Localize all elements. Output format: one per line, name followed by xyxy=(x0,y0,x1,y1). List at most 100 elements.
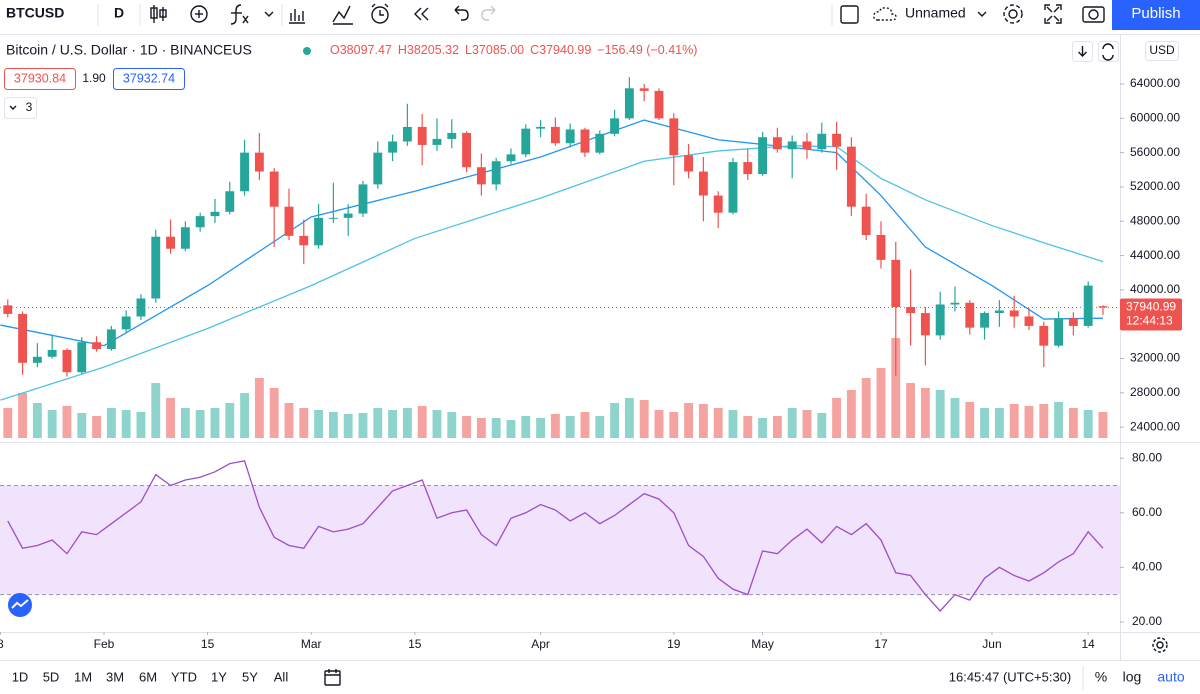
candle-body xyxy=(240,152,250,192)
ask[interactable]: 37932.74 xyxy=(123,71,175,85)
volume-bar xyxy=(447,412,457,438)
redo-button[interactable] xyxy=(481,5,496,21)
y-tick-label: 44000.00 xyxy=(1130,248,1180,262)
range-button[interactable]: 3M xyxy=(106,669,124,684)
reset-icon xyxy=(1102,43,1114,61)
candle-body xyxy=(758,137,768,175)
layouts-button[interactable] xyxy=(332,5,353,25)
volume-bar xyxy=(136,412,146,438)
volume-bar xyxy=(462,416,472,438)
ohlc-value: L37085.00 xyxy=(465,43,524,57)
alert-button[interactable] xyxy=(371,3,389,24)
candle-body xyxy=(846,146,856,207)
candle-body xyxy=(476,167,486,185)
currency-badge[interactable] xyxy=(1145,41,1179,61)
volume-bar xyxy=(343,414,353,438)
volume-bar xyxy=(654,410,664,438)
interval[interactable]: D xyxy=(114,5,124,21)
candle-body xyxy=(491,161,501,185)
rsi-tick-label: 80.00 xyxy=(1132,450,1162,464)
candle-body xyxy=(713,195,723,213)
volume-bar xyxy=(861,378,871,438)
range-button[interactable]: 5D xyxy=(43,669,60,684)
candle-body xyxy=(1098,306,1108,308)
y-tick-label: 28000.00 xyxy=(1130,385,1180,399)
candle-body xyxy=(92,342,102,350)
candle-body xyxy=(388,141,398,153)
range-button[interactable]: 1Y xyxy=(211,669,227,684)
ohlc-value: O38097.47 xyxy=(330,43,392,57)
indicators-toggle[interactable] xyxy=(4,97,37,119)
symbol[interactable]: BTCUSD xyxy=(6,5,64,21)
candle-body xyxy=(654,90,664,119)
clock[interactable]: 16:45:47 (UTC+5:30) xyxy=(949,669,1071,684)
volume-bar xyxy=(62,406,72,438)
candle-body xyxy=(1068,318,1078,326)
candle-body xyxy=(787,141,797,150)
volume-bar xyxy=(210,408,220,438)
range-button[interactable]: 6M xyxy=(139,669,157,684)
range-button[interactable]: 5Y xyxy=(242,669,258,684)
date-range-button[interactable] xyxy=(324,669,341,686)
y-tick-label: 52000.00 xyxy=(1130,179,1180,193)
chevron xyxy=(9,105,17,110)
volume-bar xyxy=(417,406,427,438)
publish-button[interactable] xyxy=(1112,0,1200,30)
rsi-tick-label: 20.00 xyxy=(1132,614,1162,628)
candle-body xyxy=(269,171,279,207)
log-toggle[interactable]: log xyxy=(1123,669,1142,685)
candle-body xyxy=(698,171,708,196)
snapshot-button[interactable] xyxy=(1082,6,1105,23)
range-button[interactable]: 1D xyxy=(12,669,29,684)
rsi-line xyxy=(7,460,1104,612)
x-tick-label: Mar xyxy=(301,637,322,651)
compare-button[interactable] xyxy=(190,5,208,23)
replay-button[interactable] xyxy=(414,7,429,21)
volume-bar xyxy=(698,404,708,438)
candle-body xyxy=(328,217,338,219)
publish-label[interactable]: Publish xyxy=(1131,5,1180,22)
candle-style-button[interactable] xyxy=(150,5,167,23)
candle-body xyxy=(743,162,753,175)
range-button[interactable]: 1M xyxy=(74,669,92,684)
candle-body xyxy=(817,133,827,150)
indicators-count[interactable]: 3 xyxy=(26,100,33,114)
volume-bar xyxy=(1024,406,1034,438)
candle-body xyxy=(432,138,442,145)
volume-bar xyxy=(980,408,990,438)
ask-box[interactable] xyxy=(113,68,185,90)
candle-body xyxy=(299,235,309,246)
indicators-button[interactable] xyxy=(230,4,274,25)
volume-bar xyxy=(491,418,501,438)
range-button[interactable]: All xyxy=(274,669,289,684)
rsi-tick-label: 40.00 xyxy=(1132,560,1162,574)
layout-menu-chevron[interactable] xyxy=(977,11,987,17)
undo-button[interactable] xyxy=(454,5,469,21)
moving-average xyxy=(0,119,1103,347)
volume-bar xyxy=(47,410,57,438)
currency[interactable]: USD xyxy=(1149,43,1175,57)
layout-name[interactable]: Unnamed xyxy=(905,5,966,21)
range-button[interactable]: YTD xyxy=(171,669,197,684)
volume-bar xyxy=(32,403,42,438)
settings-button[interactable] xyxy=(1003,4,1023,24)
series-title: Bitcoin / U.S. Dollar · 1D · BINANCEUS xyxy=(6,42,252,58)
volume-bar xyxy=(106,408,116,438)
bid[interactable]: 37930.84 xyxy=(14,71,66,85)
candle-body xyxy=(876,234,886,260)
ohlc-value: C37940.99 xyxy=(530,43,591,57)
volume-bar xyxy=(254,378,264,438)
templates-button[interactable] xyxy=(289,9,305,24)
auto-toggle[interactable]: auto xyxy=(1157,669,1184,685)
time-scale-settings[interactable] xyxy=(1152,637,1168,653)
fullscreen-select-button[interactable] xyxy=(840,5,859,24)
candle-body xyxy=(669,118,679,156)
candle-body xyxy=(684,155,694,172)
volume-bar xyxy=(240,393,250,438)
volume-bar xyxy=(876,368,886,438)
fullscreen-button[interactable] xyxy=(1044,4,1062,24)
percent-toggle[interactable]: % xyxy=(1095,669,1107,685)
volume-bar xyxy=(595,416,605,438)
market-status-dot xyxy=(303,47,311,55)
bid-box[interactable] xyxy=(4,68,76,90)
